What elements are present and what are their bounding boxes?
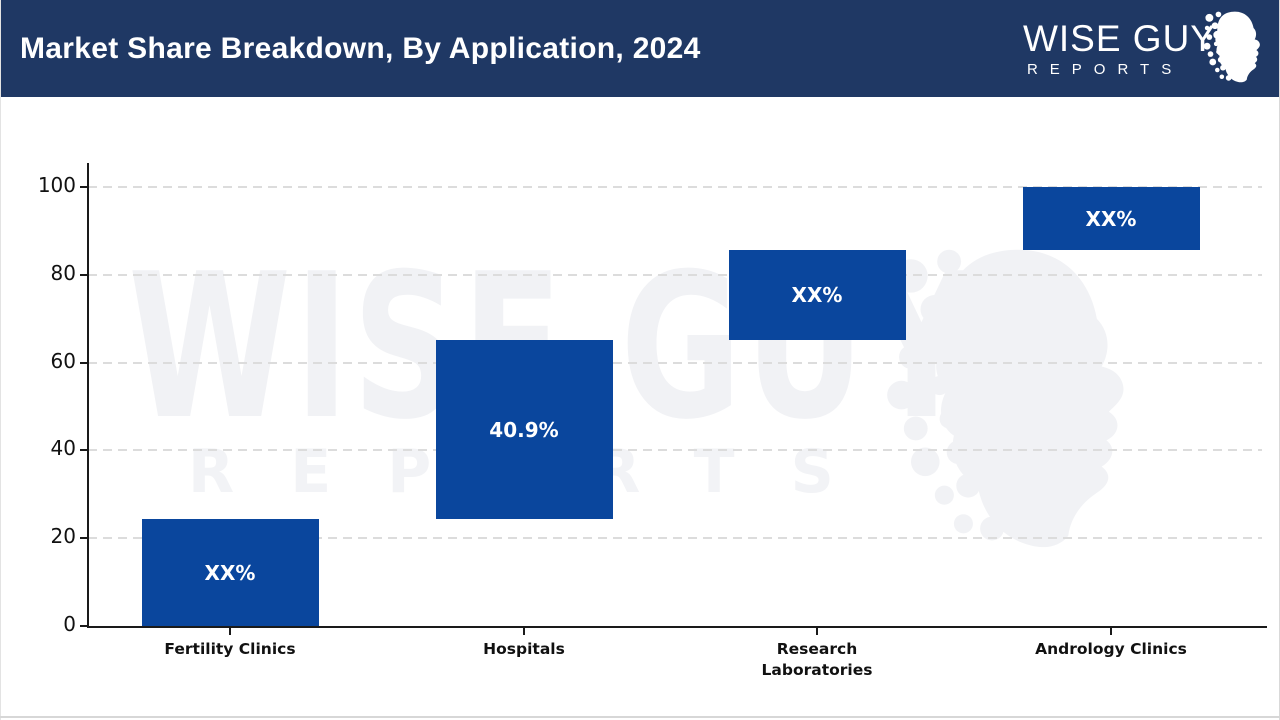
gridline-y-80	[88, 273, 1262, 276]
x-axis-label: Research Laboratories	[761, 640, 873, 679]
y-tick-label: 40	[50, 436, 76, 461]
x-axis-label: Hospitals	[483, 640, 565, 658]
logo-face-icon	[1203, 11, 1260, 82]
logo-wordmark: WISE GUY	[1022, 17, 1216, 59]
bar-value-label: XX%	[204, 560, 256, 585]
y-tick-label: 60	[50, 348, 76, 373]
y-tick-mark	[80, 186, 88, 189]
bar-segment: XX%	[141, 519, 319, 626]
bar-segment: XX%	[728, 249, 906, 340]
x-axis-label: Andrology Clinics	[1035, 640, 1187, 658]
footer-rule	[0, 716, 1280, 718]
gridline-y-20	[88, 537, 1262, 540]
header-bar: Market Share Breakdown, By Application, …	[0, 0, 1280, 97]
x-tick-mark	[1110, 628, 1112, 635]
x-tick-mark	[229, 628, 231, 635]
y-tick-label: 0	[63, 612, 76, 636]
logo-text: WISE GUY REPORTS	[1022, 17, 1216, 78]
logo-subtitle: REPORTS	[1026, 60, 1184, 78]
gridline-y-60	[88, 361, 1262, 364]
y-tick-mark	[80, 537, 88, 540]
x-tick-mark	[816, 628, 818, 635]
y-tick-mark	[80, 625, 88, 627]
x-axis-line	[87, 626, 1267, 628]
gridline-y-40	[88, 449, 1262, 452]
y-tick-label: 80	[50, 260, 76, 285]
y-tick-mark	[80, 273, 88, 276]
bar-value-label: XX%	[1085, 206, 1137, 231]
bar-segment: 40.9%	[435, 339, 613, 520]
chart-title: Market Share Breakdown, By Application, …	[20, 31, 701, 65]
wise-guy-reports-logo: WISE GUY REPORTS	[1023, 8, 1270, 90]
gridline-y-100	[88, 186, 1262, 189]
y-tick-label: 20	[50, 524, 76, 549]
x-axis-label: Fertility Clinics	[164, 640, 296, 658]
bar-segment: XX%	[1022, 187, 1200, 250]
y-tick-mark	[80, 361, 88, 364]
bar-value-label: XX%	[791, 282, 843, 307]
y-tick-mark	[80, 449, 88, 452]
y-tick-label: 100	[37, 173, 76, 198]
x-tick-mark	[523, 628, 525, 635]
bar-value-label: 40.9%	[489, 417, 559, 442]
y-axis-line	[87, 163, 89, 628]
